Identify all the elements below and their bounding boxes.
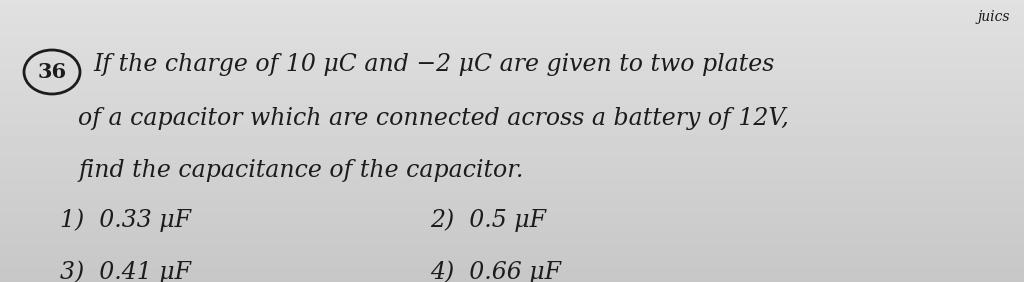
Text: 2)  0.5 μF: 2) 0.5 μF [430,208,546,232]
Text: find the capacitance of the capacitor.: find the capacitance of the capacitor. [78,158,523,182]
Text: 4)  0.66 μF: 4) 0.66 μF [430,260,561,282]
Text: 3)  0.41 μF: 3) 0.41 μF [60,260,191,282]
Text: If the charge of 10 μC and −2 μC are given to two plates: If the charge of 10 μC and −2 μC are giv… [93,54,774,76]
Text: juics: juics [978,10,1010,24]
Text: 36: 36 [38,62,67,82]
Text: 1)  0.33 μF: 1) 0.33 μF [60,208,191,232]
Text: of a capacitor which are connected across a battery of 12V,: of a capacitor which are connected acros… [78,107,788,131]
